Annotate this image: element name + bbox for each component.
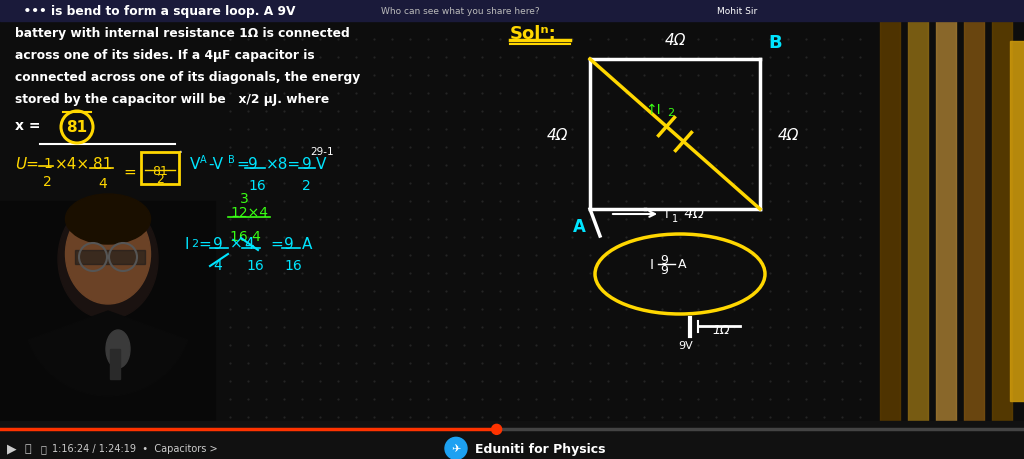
Text: A: A	[302, 236, 312, 252]
Text: ↑I: ↑I	[645, 103, 660, 117]
Text: 4: 4	[244, 236, 254, 252]
Text: 16: 16	[248, 179, 266, 193]
Text: .: .	[177, 139, 182, 157]
Circle shape	[492, 425, 502, 434]
Text: ✈: ✈	[452, 443, 461, 453]
Text: 1: 1	[672, 213, 678, 224]
Text: Eduniti for Physics: Eduniti for Physics	[475, 442, 605, 455]
Text: 12×4: 12×4	[230, 206, 268, 219]
Ellipse shape	[106, 330, 130, 368]
Bar	[0, 421, 1024, 459]
Text: 4: 4	[213, 258, 222, 272]
Text: 9: 9	[302, 157, 311, 172]
Bar	[908, 22, 928, 421]
Text: 9: 9	[660, 253, 668, 266]
Text: battery with internal resistance 1Ω is connected: battery with internal resistance 1Ω is c…	[15, 27, 350, 40]
Text: 16: 16	[246, 258, 264, 272]
Text: V: V	[316, 157, 327, 172]
Text: V: V	[190, 157, 201, 172]
Bar	[992, 22, 1012, 421]
Text: 2: 2	[156, 173, 164, 185]
Bar	[0, 0, 1024, 22]
Text: 4: 4	[98, 177, 106, 190]
Text: 🔊: 🔊	[40, 443, 46, 453]
Text: 4Ω: 4Ω	[547, 127, 568, 142]
Text: 81: 81	[67, 120, 88, 135]
Text: =: =	[198, 236, 211, 252]
Text: 2: 2	[667, 108, 674, 118]
Text: I: I	[650, 257, 654, 271]
Bar	[141, 153, 179, 185]
Text: A: A	[573, 218, 586, 235]
Text: ▶: ▶	[7, 442, 16, 455]
Bar	[110, 349, 120, 379]
Bar	[936, 22, 956, 421]
Text: ×: ×	[230, 236, 243, 252]
Text: connected across one of its diagonals, the energy: connected across one of its diagonals, t…	[15, 71, 360, 84]
Text: stored by the capacitor will be   x/2 μJ. where: stored by the capacitor will be x/2 μJ. …	[15, 93, 330, 106]
Ellipse shape	[66, 205, 151, 304]
Text: ⏭: ⏭	[25, 443, 32, 453]
Text: 4Ω: 4Ω	[680, 207, 703, 220]
Text: U=: U=	[15, 157, 39, 172]
Bar	[880, 22, 900, 421]
Text: 81: 81	[152, 165, 168, 178]
Text: ×4×: ×4×	[55, 157, 90, 172]
Text: x =: x =	[15, 119, 41, 133]
Text: 4Ω: 4Ω	[665, 33, 686, 48]
Text: Mohit Sir: Mohit Sir	[717, 6, 758, 16]
Text: 4Ω: 4Ω	[778, 127, 800, 142]
Text: A: A	[678, 258, 686, 271]
Text: 1Ω: 1Ω	[712, 324, 729, 337]
Text: I: I	[665, 208, 669, 221]
Ellipse shape	[58, 200, 158, 319]
Bar	[75, 251, 145, 264]
Circle shape	[445, 437, 467, 459]
Text: 16: 16	[284, 258, 302, 272]
Text: B: B	[228, 155, 234, 165]
Text: 9: 9	[248, 157, 258, 172]
Text: 9: 9	[660, 263, 668, 276]
Text: 9: 9	[284, 236, 294, 252]
Text: 29-1: 29-1	[310, 147, 334, 157]
Bar	[0, 202, 215, 421]
Text: 2: 2	[191, 239, 198, 248]
Text: across one of its sides. If a 4μF capacitor is: across one of its sides. If a 4μF capaci…	[15, 49, 314, 62]
Text: =: =	[123, 165, 136, 179]
Text: A: A	[200, 155, 207, 165]
Bar	[1010, 42, 1024, 401]
Text: -V: -V	[208, 157, 223, 172]
Text: ×8=: ×8=	[266, 157, 301, 172]
Text: Who can see what you share here?: Who can see what you share here?	[382, 6, 540, 16]
Text: 9V: 9V	[679, 340, 693, 350]
Text: 81: 81	[93, 157, 113, 172]
Text: 3: 3	[240, 191, 249, 206]
Text: I: I	[185, 236, 189, 252]
Text: 2: 2	[43, 174, 52, 189]
Text: 2: 2	[302, 179, 310, 193]
Bar	[0, 22, 1024, 421]
Text: 16 4: 16 4	[230, 230, 261, 243]
Bar	[964, 22, 984, 421]
Text: Solⁿ:: Solⁿ:	[510, 25, 557, 43]
Text: =: =	[236, 157, 249, 172]
Text: =: =	[270, 236, 283, 252]
Text: 9: 9	[213, 236, 223, 252]
Ellipse shape	[66, 195, 151, 245]
Text: 1:16:24 / 1:24:19  •  Capacitors >: 1:16:24 / 1:24:19 • Capacitors >	[52, 443, 218, 453]
Wedge shape	[28, 311, 187, 396]
Text: 1: 1	[43, 157, 52, 171]
Text: ••• is bend to form a square loop. A 9V: ••• is bend to form a square loop. A 9V	[15, 5, 296, 18]
Text: B: B	[768, 34, 781, 52]
